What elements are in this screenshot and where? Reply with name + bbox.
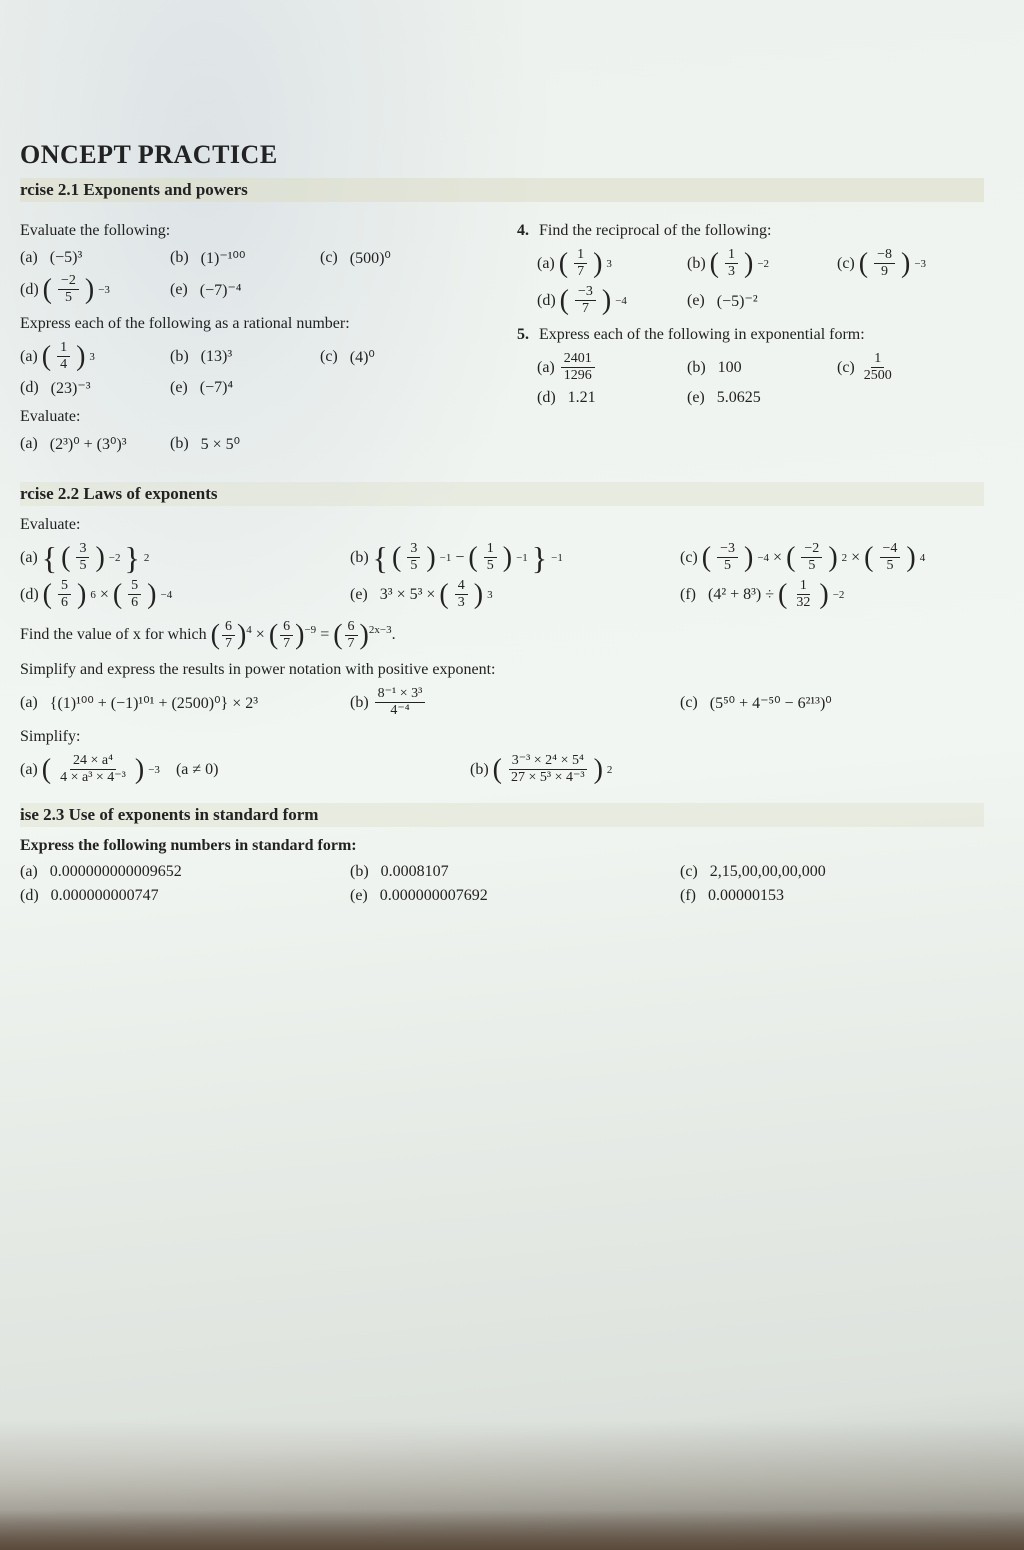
q2-e: (e) (−7)⁴ <box>170 379 290 397</box>
q5-a: (a) 24011296 <box>537 352 657 383</box>
s22-findx: Find the value of x for which (67)4 × (6… <box>20 620 984 651</box>
s22-eval-opts: (a) {(35)−2}2 (b) {(35)−1 − (15)−1}−1 (c… <box>20 542 984 610</box>
q2-instr: Express each of the following as a ratio… <box>20 315 487 333</box>
s23-e: (e) 0.000000007692 <box>350 887 650 905</box>
q4-opts: (a) (17)3 (b) (13)−2 (c) (−89)−3 (d) (−3… <box>537 248 984 316</box>
q3-b: (b) 5 × 5⁰ <box>170 434 290 454</box>
q3-a: (a) (2³)⁰ + (3⁰)³ <box>20 434 140 454</box>
s22-a: (a) {(35)−2}2 <box>20 542 320 573</box>
q4-instr: 4.Find the reciprocal of the following: <box>517 222 984 240</box>
section-21-body: Evaluate the following: (a) (−5)³ (b) (1… <box>20 212 984 464</box>
main-title: ONCEPT PRACTICE <box>20 140 984 170</box>
q4-c: (c) (−89)−3 <box>837 248 957 279</box>
q1-e: (e) (−7)⁻⁴ <box>170 280 290 300</box>
q3-instr: Evaluate: <box>20 408 487 426</box>
s23-f: (f) 0.00000153 <box>680 887 980 905</box>
s23-instr: Express the following numbers in standar… <box>20 837 984 855</box>
q1-d: (d) (−25)−3 <box>20 274 140 305</box>
q2-b: (b) (13)³ <box>170 348 290 366</box>
q5-d: (d) 1.21 <box>537 389 657 407</box>
bottom-edge <box>0 1510 1024 1550</box>
q5-e: (e) 5.0625 <box>687 389 807 407</box>
s22-c: (c) (−35)−4 × (−25)2 × (−45)4 <box>680 542 980 573</box>
q4-d: (d) (−37)−4 <box>537 285 657 316</box>
s22-simp2-b: (b) (3⁻³ × 2⁴ × 5⁴27 × 5³ × 4⁻³)2 <box>470 754 750 785</box>
section-22-heading: rcise 2.2 Laws of exponents <box>20 482 984 506</box>
s22-d: (d) (56)6 × (56)−4 <box>20 579 320 610</box>
col-right: 4.Find the reciprocal of the following: … <box>517 212 984 464</box>
s22-simp1-instr: Simplify and express the results in powe… <box>20 661 984 679</box>
q1-instr: Evaluate the following: <box>20 222 487 240</box>
s22-eval-instr: Evaluate: <box>20 516 984 534</box>
q2-d: (d) (23)⁻³ <box>20 378 140 398</box>
q5-opts: (a) 24011296 (b) 100 (c) 12500 (d) 1.21 … <box>537 352 984 407</box>
section-21-heading: rcise 2.1 Exponents and powers <box>20 178 984 202</box>
section-23-heading: ise 2.3 Use of exponents in standard for… <box>20 803 984 827</box>
s22-simp2-a: (a) (24 × a⁴4 × a³ × 4⁻³)−3 (a ≠ 0) <box>20 754 440 785</box>
q1-a: (a) (−5)³ <box>20 249 140 267</box>
s22-e: (e) 3³ × 5³ × (43)3 <box>350 579 650 610</box>
s22-f: (f) (4² + 8³) ÷ (132)−2 <box>680 579 980 610</box>
q2-a: (a) (14)3 <box>20 341 140 372</box>
q1-b: (b) (1)⁻¹⁰⁰ <box>170 248 290 268</box>
s22-b: (b) {(35)−1 − (15)−1}−1 <box>350 542 650 573</box>
s23-c: (c) 2,15,00,00,00,000 <box>680 863 980 881</box>
col-left: Evaluate the following: (a) (−5)³ (b) (1… <box>20 212 487 464</box>
s22-simp1-opts: (a) {(1)¹⁰⁰ + (−1)¹⁰¹ + (2500)⁰} × 2³ (b… <box>20 687 984 718</box>
s23-opts: (a) 0.000000000009652 (b) 0.0008107 (c) … <box>20 863 984 905</box>
s23-a: (a) 0.000000000009652 <box>20 863 320 881</box>
q5-instr: 5.Express each of the following in expon… <box>517 326 984 344</box>
q1-c: (c) (500)⁰ <box>320 248 440 268</box>
q2-c: (c) (4)⁰ <box>320 347 440 367</box>
s23-b: (b) 0.0008107 <box>350 863 650 881</box>
q2-opts: (a) (14)3 (b) (13)³ (c) (4)⁰ (d) (23)⁻³ … <box>20 341 487 398</box>
q5-b: (b) 100 <box>687 359 807 377</box>
q3-opts: (a) (2³)⁰ + (3⁰)³ (b) 5 × 5⁰ <box>20 434 487 454</box>
q4-a: (a) (17)3 <box>537 248 657 279</box>
q5-c: (c) 12500 <box>837 352 957 383</box>
s22-simp1-c: (c) (5⁵⁰ + 4⁻⁵⁰ − 6²¹³)⁰ <box>680 693 980 713</box>
s22-simp2-instr: Simplify: <box>20 728 984 746</box>
q4-b: (b) (13)−2 <box>687 248 807 279</box>
q1-opts: (a) (−5)³ (b) (1)⁻¹⁰⁰ (c) (500)⁰ (d) (−2… <box>20 248 487 305</box>
s23-d: (d) 0.000000000747 <box>20 887 320 905</box>
s22-simp2-opts: (a) (24 × a⁴4 × a³ × 4⁻³)−3 (a ≠ 0) (b) … <box>20 754 984 785</box>
s22-simp1-a: (a) {(1)¹⁰⁰ + (−1)¹⁰¹ + (2500)⁰} × 2³ <box>20 693 320 713</box>
page-content: ONCEPT PRACTICE rcise 2.1 Exponents and … <box>0 0 1024 1550</box>
s22-simp1-b: (b) 8⁻¹ × 3³4⁻⁴ <box>350 687 650 718</box>
q4-e: (e) (−5)⁻² <box>687 291 807 311</box>
